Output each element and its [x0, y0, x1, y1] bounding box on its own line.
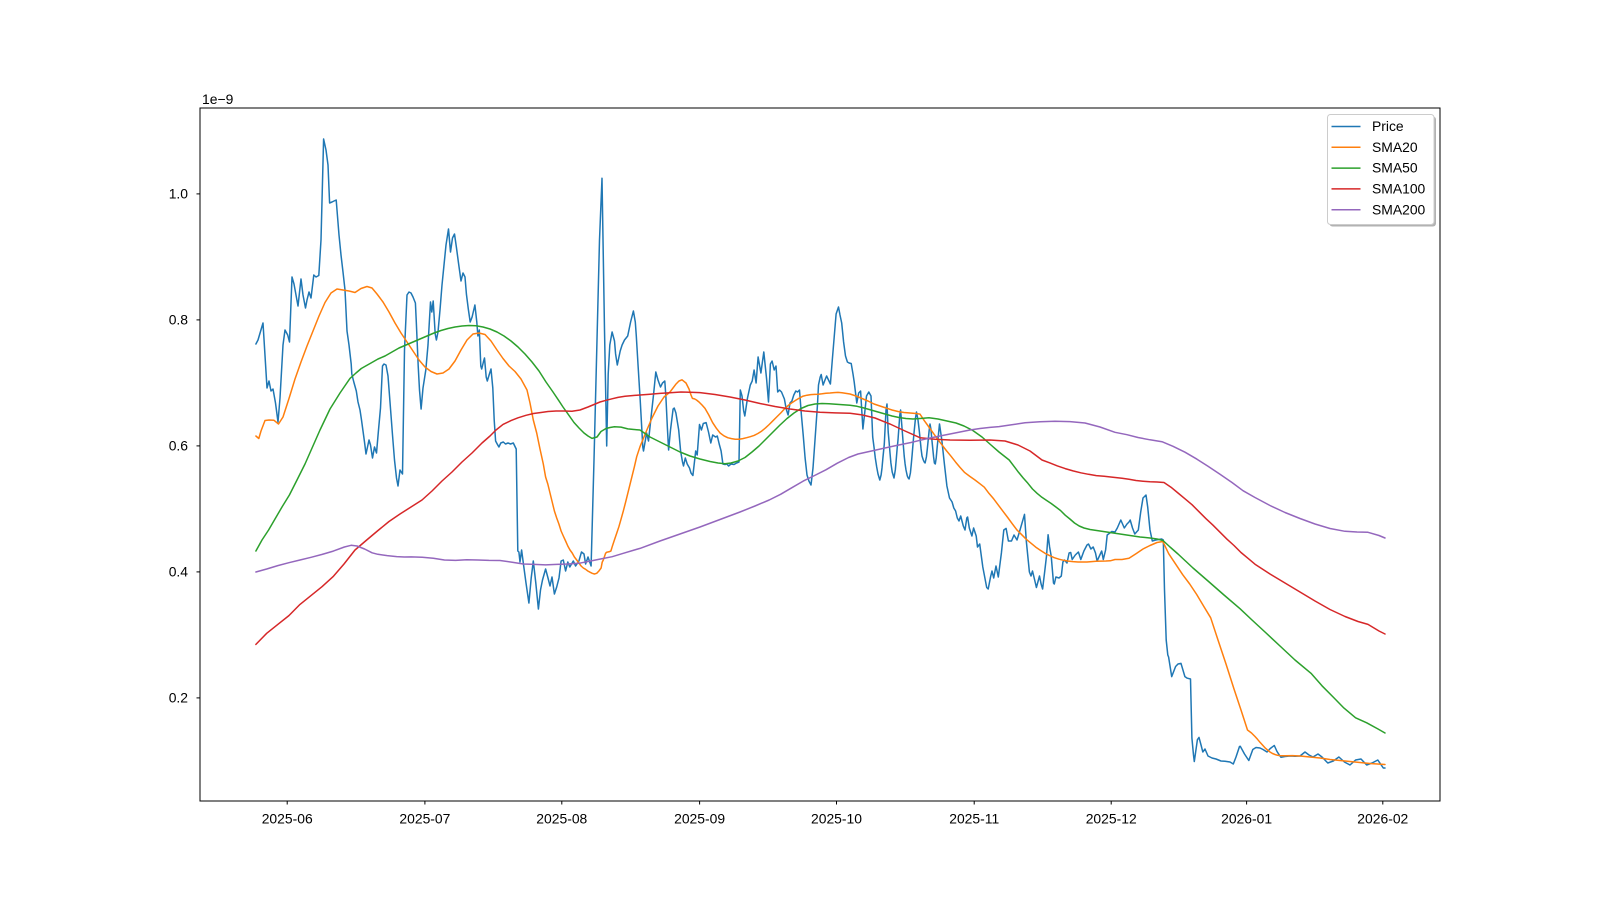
svg-text:2025-12: 2025-12 [1086, 811, 1137, 827]
svg-text:2025-11: 2025-11 [949, 811, 999, 827]
svg-text:SMA200: SMA200 [1372, 201, 1426, 217]
svg-text:SMA50: SMA50 [1372, 160, 1418, 176]
svg-text:0.8: 0.8 [169, 312, 189, 328]
svg-text:1.0: 1.0 [169, 186, 189, 202]
svg-text:1e−9: 1e−9 [202, 91, 234, 107]
svg-text:2025-10: 2025-10 [811, 811, 862, 827]
svg-text:SMA100: SMA100 [1372, 181, 1426, 197]
svg-text:2026-02: 2026-02 [1357, 811, 1408, 827]
svg-text:0.6: 0.6 [169, 438, 189, 454]
svg-text:SMA20: SMA20 [1372, 139, 1418, 155]
svg-text:2025-08: 2025-08 [536, 811, 587, 827]
svg-text:2025-07: 2025-07 [399, 811, 450, 827]
svg-text:Price: Price [1372, 118, 1404, 134]
svg-text:2025-06: 2025-06 [262, 811, 313, 827]
svg-text:0.4: 0.4 [169, 564, 189, 580]
svg-text:2025-09: 2025-09 [674, 811, 725, 827]
svg-text:0.2: 0.2 [169, 690, 189, 706]
svg-text:2026-01: 2026-01 [1221, 811, 1272, 827]
